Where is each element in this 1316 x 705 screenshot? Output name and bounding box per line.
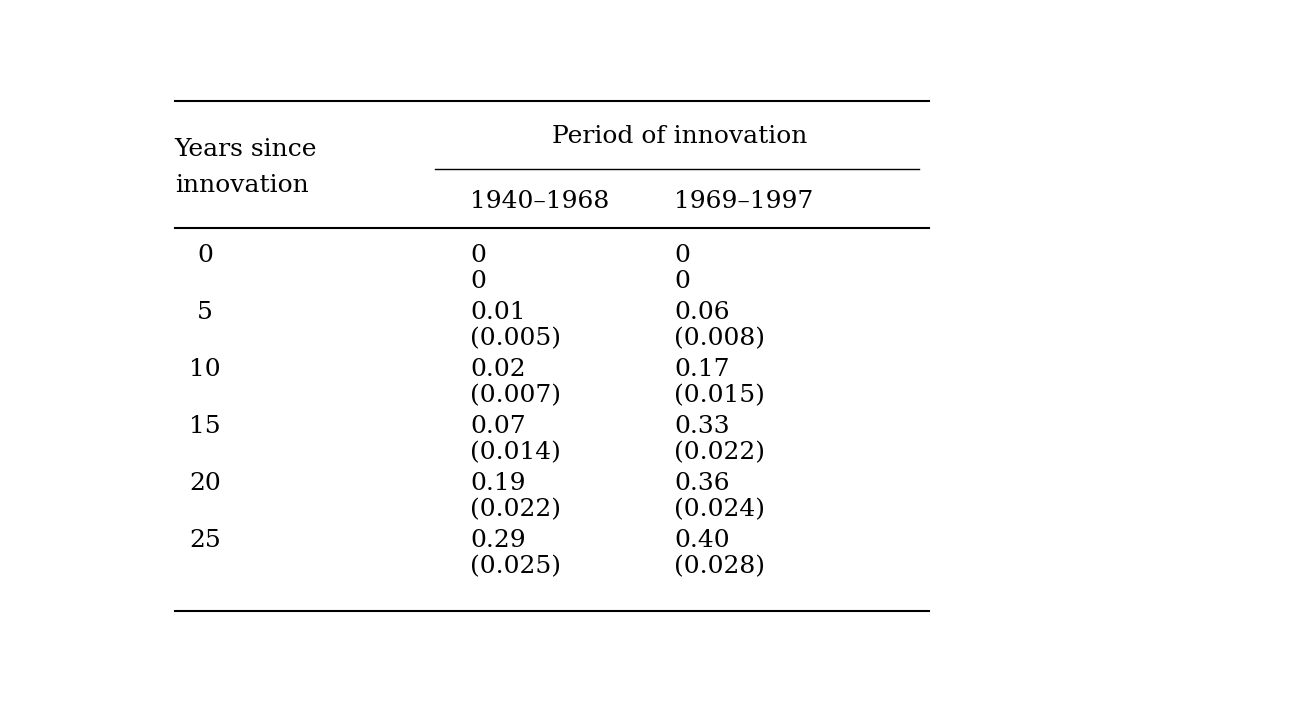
Text: (0.025): (0.025) <box>471 555 562 578</box>
Text: 0: 0 <box>471 244 487 267</box>
Text: 0.06: 0.06 <box>675 301 730 324</box>
Text: 0.02: 0.02 <box>471 358 526 381</box>
Text: 5: 5 <box>197 301 213 324</box>
Text: (0.028): (0.028) <box>675 555 766 578</box>
Text: 0.36: 0.36 <box>675 472 730 495</box>
Text: 0: 0 <box>197 244 213 267</box>
Text: 10: 10 <box>190 358 221 381</box>
Text: 15: 15 <box>190 415 221 438</box>
Text: (0.008): (0.008) <box>675 327 766 350</box>
Text: (0.005): (0.005) <box>471 327 562 350</box>
Text: 0.40: 0.40 <box>675 529 730 552</box>
Text: 0.17: 0.17 <box>675 358 730 381</box>
Text: (0.024): (0.024) <box>675 498 766 521</box>
Text: (0.022): (0.022) <box>471 498 562 521</box>
Text: 25: 25 <box>190 529 221 552</box>
Text: innovation: innovation <box>175 173 308 197</box>
Text: 0.19: 0.19 <box>471 472 526 495</box>
Text: 0.07: 0.07 <box>471 415 526 438</box>
Text: (0.015): (0.015) <box>675 384 766 407</box>
Text: 1969–1997: 1969–1997 <box>675 190 813 213</box>
Text: Years since: Years since <box>175 138 317 161</box>
Text: 20: 20 <box>190 472 221 495</box>
Text: Period of innovation: Period of innovation <box>553 125 808 147</box>
Text: 0.01: 0.01 <box>471 301 526 324</box>
Text: 0.29: 0.29 <box>471 529 526 552</box>
Text: (0.007): (0.007) <box>471 384 562 407</box>
Text: 0.33: 0.33 <box>675 415 730 438</box>
Text: (0.022): (0.022) <box>675 441 766 464</box>
Text: 0: 0 <box>471 270 487 293</box>
Text: (0.014): (0.014) <box>471 441 562 464</box>
Text: 1940–1968: 1940–1968 <box>471 190 609 213</box>
Text: 0: 0 <box>675 270 691 293</box>
Text: 0: 0 <box>675 244 691 267</box>
